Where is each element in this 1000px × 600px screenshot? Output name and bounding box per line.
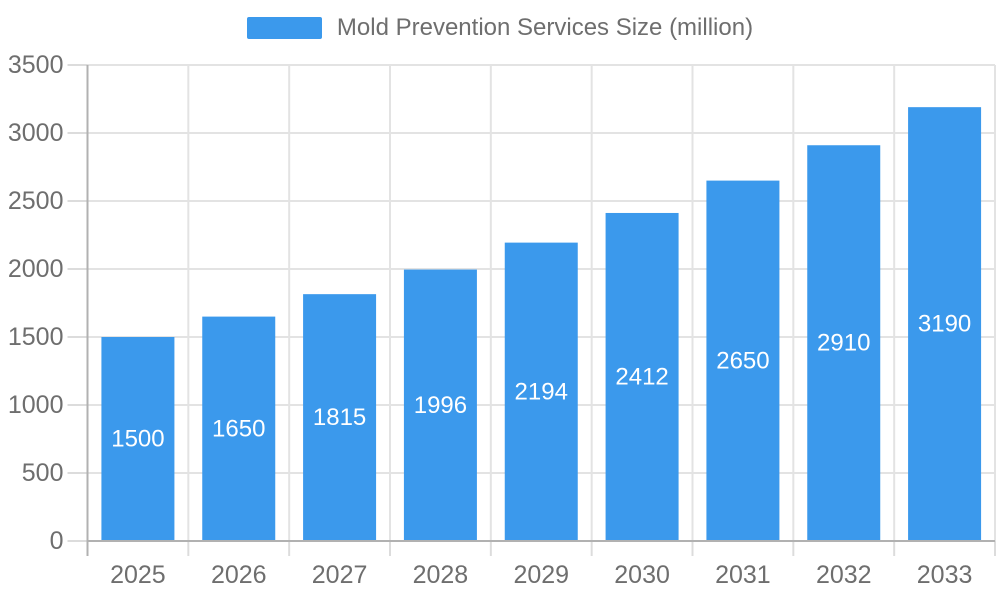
bar-value-label: 1815: [313, 404, 366, 431]
bar-value-label: 1650: [212, 415, 265, 442]
y-axis-label: 3000: [8, 119, 64, 147]
x-axis-label: 2030: [614, 561, 670, 589]
x-axis-label: 2033: [917, 561, 973, 589]
legend-item[interactable]: Mold Prevention Services Size (million): [246, 14, 754, 42]
x-axis-label: 2026: [211, 561, 267, 589]
y-axis-label: 0: [50, 527, 64, 555]
y-axis-label: 2500: [8, 187, 64, 215]
y-axis-label: 3500: [8, 51, 64, 79]
bar-2027[interactable]: [303, 294, 377, 541]
x-axis-label: 2029: [513, 561, 569, 589]
y-axis-label: 2000: [8, 255, 64, 283]
bar-2032[interactable]: [807, 145, 881, 542]
bar-2030[interactable]: [605, 212, 679, 541]
bar-2029[interactable]: [504, 242, 578, 541]
legend-swatch: [246, 17, 322, 39]
y-axis-label: 1000: [8, 391, 64, 419]
bar-value-label: 2910: [817, 330, 870, 357]
x-axis-label: 2027: [312, 561, 368, 589]
bar-2026[interactable]: [202, 316, 276, 541]
legend: Mold Prevention Services Size (million): [0, 14, 1000, 42]
y-axis-label: 500: [22, 459, 64, 487]
x-axis-label: 2031: [715, 561, 771, 589]
x-axis-label: 2032: [816, 561, 872, 589]
bar-2025[interactable]: [101, 337, 175, 541]
bar-2028[interactable]: [403, 269, 477, 541]
legend-label: Mold Prevention Services Size (million): [336, 14, 754, 41]
x-axis-label: 2025: [110, 561, 166, 589]
bar-value-label: 2650: [716, 347, 769, 374]
bar-value-label: 1996: [414, 392, 467, 419]
bar-value-label: 2194: [515, 378, 568, 405]
bar-2031[interactable]: [706, 180, 780, 541]
bar-value-label: 1500: [111, 426, 164, 453]
bar-value-label: 2412: [615, 363, 668, 390]
bar-value-label: 3190: [918, 311, 971, 338]
y-axis-label: 1500: [8, 323, 64, 351]
x-axis-label: 2028: [413, 561, 469, 589]
bar-2033[interactable]: [908, 107, 982, 541]
